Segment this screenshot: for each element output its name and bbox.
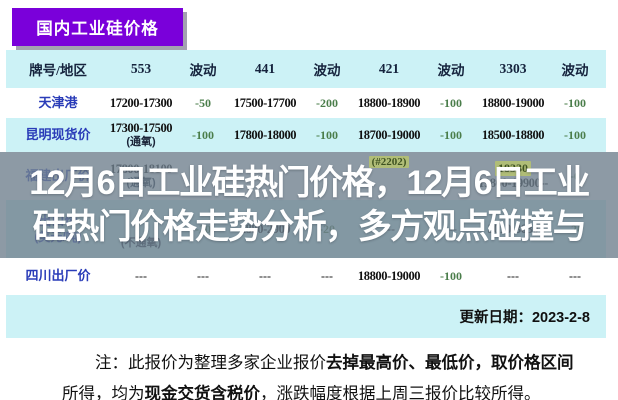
price-note: (通氧) <box>126 135 156 148</box>
table-row-kunming: 昆明现货价 17300-17500 (通氧) -100 17800-18000 … <box>6 118 606 152</box>
footnote-bold-1: 去掉最高价、最低价，取价格区间 <box>326 353 574 372</box>
column-header-region: 牌号/地区 <box>29 63 87 78</box>
fluct-553: --- <box>197 269 209 283</box>
contract-tag-highlight: (#2202) <box>368 156 410 168</box>
price-3303: --- <box>507 269 519 283</box>
fluct-441: --- <box>321 269 333 283</box>
price-441: --- <box>259 269 271 283</box>
price-441: 17800-18000 <box>233 127 297 142</box>
row-label: 天津港 <box>38 94 78 110</box>
footnote: 注：此报价为整理多家企业报价去掉最高价、最低价，取价格区间所得，均为现金交货含税… <box>62 348 574 400</box>
fluct-3303: --- <box>569 269 581 283</box>
price-553: --- <box>135 269 147 283</box>
fluct-3303: -100 <box>564 95 586 110</box>
price-3303: 18800-19000 <box>481 95 545 110</box>
footnote-prefix: 注： <box>95 353 128 372</box>
price-441: 17500-17700 <box>233 95 297 110</box>
update-date: 更新日期：2023-2-8 <box>459 310 590 326</box>
table-header-row: 牌号/地区 553 波动 441 波动 421 波动 3303 波动 <box>6 50 606 88</box>
column-header-fluct-3: 波动 <box>437 63 465 78</box>
footnote-bold-2: 现金交货含税价 <box>144 383 261 400</box>
fluct-441: -100 <box>316 127 338 142</box>
row-label: 昆明现货价 <box>25 126 91 142</box>
price-421: 18700-19000 <box>357 127 421 142</box>
price-553: 17200-17300 <box>109 95 173 110</box>
column-header-3303: 3303 <box>499 61 527 76</box>
table-row-tianjin: 天津港 17200-17300 -50 17500-17700 -200 188… <box>6 88 606 118</box>
table-row-sichuan: 四川出厂价 --- --- --- --- 18800-19000 -100 -… <box>6 258 606 295</box>
fluct-421: -100 <box>440 269 462 283</box>
row-label: 四川出厂价 <box>25 268 91 284</box>
price-421: (#2202) <box>358 152 420 200</box>
price-value: 17300-17500 <box>109 121 173 136</box>
column-header-fluct-1: 波动 <box>189 63 217 78</box>
fluct-421: -100 <box>440 95 462 110</box>
footnote-text-2: 所得，均为 <box>62 383 145 400</box>
price-421: 18800-18900 <box>357 95 421 110</box>
footnote-text-3: ，涨跌幅度根据上周三报价比较所得。 <box>260 383 541 400</box>
price-highlight: 18330 <box>495 161 531 177</box>
fluct-553: -50 <box>195 95 211 110</box>
column-header-553: 553 <box>130 61 152 76</box>
footnote-text-1: 此报价为整理多家企业报价 <box>128 353 326 372</box>
column-header-421: 421 <box>378 61 400 76</box>
column-header-fluct-4: 波动 <box>561 63 589 78</box>
fluct-441: -200 <box>316 95 338 110</box>
column-header-441: 441 <box>254 61 276 76</box>
page-title: 国内工业硅价格 <box>12 8 183 46</box>
price-553: 17300-17500 (通氧) <box>109 118 173 152</box>
table-footer-row: 更新日期：2023-2-8 <box>6 295 606 338</box>
fluct-421: -100 <box>440 127 462 142</box>
column-header-fluct-2: 波动 <box>313 63 341 78</box>
fluct-553: -100 <box>192 127 214 142</box>
price-421: 18800-19000 <box>357 269 421 284</box>
fluct-3303: -100 <box>564 127 586 142</box>
price-3303: 18500-18800 <box>481 127 545 142</box>
